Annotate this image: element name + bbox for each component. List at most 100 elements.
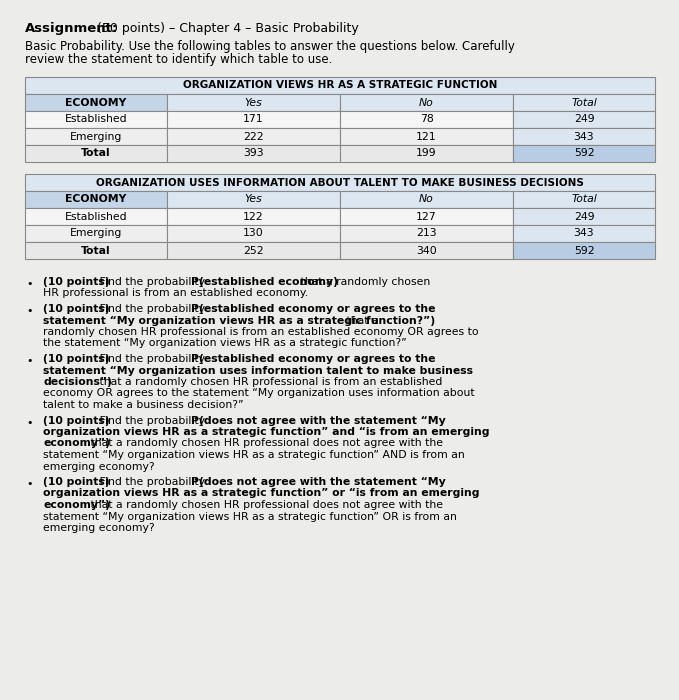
Text: 393: 393: [243, 148, 264, 158]
Text: 592: 592: [574, 246, 594, 256]
Text: P(established economy or agrees to the: P(established economy or agrees to the: [191, 354, 435, 364]
Text: 592: 592: [574, 148, 594, 158]
Bar: [340, 94, 513, 111]
Bar: [340, 111, 513, 128]
Bar: [25, 128, 167, 145]
Text: (10 points): (10 points): [43, 277, 109, 287]
Text: Established: Established: [65, 211, 127, 221]
Text: economy”): economy”): [43, 500, 110, 510]
Text: Find the probability: Find the probability: [96, 277, 208, 287]
Bar: [167, 225, 340, 242]
Text: review the statement to identify which table to use.: review the statement to identify which t…: [25, 53, 333, 66]
Text: 121: 121: [416, 132, 437, 141]
Text: No: No: [419, 195, 434, 204]
Text: Total: Total: [571, 195, 597, 204]
Text: statement “My organization uses information talent to make business: statement “My organization uses informat…: [43, 365, 473, 375]
Text: P(does not agree with the statement “My: P(does not agree with the statement “My: [191, 416, 445, 426]
Text: P(established economy): P(established economy): [191, 277, 337, 287]
Bar: [25, 225, 167, 242]
Text: Emerging: Emerging: [70, 228, 122, 239]
Bar: [167, 128, 340, 145]
Text: 252: 252: [243, 246, 264, 256]
Text: •: •: [26, 306, 33, 316]
Text: 78: 78: [420, 115, 433, 125]
Text: talent to make a business decision?”: talent to make a business decision?”: [43, 400, 244, 410]
Text: P(does not agree with the statement “My: P(does not agree with the statement “My: [191, 477, 445, 487]
Text: •: •: [26, 356, 33, 366]
Text: Yes: Yes: [244, 195, 262, 204]
Text: ORGANIZATION USES INFORMATION ABOUT TALENT TO MAKE BUSINESS DECISIONS: ORGANIZATION USES INFORMATION ABOUT TALE…: [96, 178, 584, 188]
Bar: [25, 208, 167, 225]
Bar: [513, 208, 655, 225]
Text: that a randomly chosen: that a randomly chosen: [297, 277, 430, 287]
Text: that a randomly chosen HR professional is from an established: that a randomly chosen HR professional i…: [96, 377, 443, 387]
Text: •: •: [26, 279, 33, 289]
Bar: [167, 111, 340, 128]
Text: that a randomly chosen HR professional does not agree with the: that a randomly chosen HR professional d…: [86, 438, 443, 449]
Bar: [513, 128, 655, 145]
Bar: [25, 94, 167, 111]
Text: 171: 171: [243, 115, 264, 125]
Text: Total: Total: [571, 97, 597, 108]
Text: 130: 130: [243, 228, 264, 239]
Text: Basic Probability. Use the following tables to answer the questions below. Caref: Basic Probability. Use the following tab…: [25, 40, 515, 53]
Bar: [340, 242, 513, 259]
Text: •: •: [26, 417, 33, 428]
Bar: [340, 128, 513, 145]
Text: Total: Total: [81, 246, 111, 256]
Text: ECONOMY: ECONOMY: [65, 195, 127, 204]
Text: 127: 127: [416, 211, 437, 221]
Text: HR professional is from an established economy.: HR professional is from an established e…: [43, 288, 308, 298]
Text: 343: 343: [574, 132, 594, 141]
Text: ECONOMY: ECONOMY: [65, 97, 127, 108]
Bar: [25, 111, 167, 128]
Text: 122: 122: [243, 211, 264, 221]
Text: 199: 199: [416, 148, 437, 158]
Text: (50 points) – Chapter 4 – Basic Probability: (50 points) – Chapter 4 – Basic Probabil…: [93, 22, 359, 35]
Text: the statement “My organization views HR as a strategic function?”: the statement “My organization views HR …: [43, 339, 407, 349]
Text: economy”): economy”): [43, 438, 110, 449]
Text: •: •: [26, 479, 33, 489]
Text: decisions”): decisions”): [43, 377, 112, 387]
Bar: [513, 94, 655, 111]
Text: Total: Total: [81, 148, 111, 158]
Text: statement “My organization views HR as a strategic function?”): statement “My organization views HR as a…: [43, 316, 435, 326]
Text: organization views HR as a strategic function” and “is from an emerging: organization views HR as a strategic fun…: [43, 427, 490, 437]
Text: Yes: Yes: [244, 97, 262, 108]
Text: 340: 340: [416, 246, 437, 256]
Text: Emerging: Emerging: [70, 132, 122, 141]
Bar: [340, 145, 513, 162]
Text: Find the probability: Find the probability: [96, 477, 208, 487]
Text: 249: 249: [574, 115, 594, 125]
Text: emerging economy?: emerging economy?: [43, 461, 155, 472]
Bar: [167, 145, 340, 162]
Bar: [513, 145, 655, 162]
Text: randomly chosen HR professional is from an established economy OR agrees to: randomly chosen HR professional is from …: [43, 327, 479, 337]
Bar: [25, 242, 167, 259]
Bar: [25, 174, 655, 191]
Text: statement “My organization views HR as a strategic function” OR is from an: statement “My organization views HR as a…: [43, 512, 457, 522]
Text: statement “My organization views HR as a strategic function” AND is from an: statement “My organization views HR as a…: [43, 450, 464, 460]
Bar: [513, 225, 655, 242]
Bar: [25, 77, 655, 94]
Bar: [513, 191, 655, 208]
Bar: [167, 94, 340, 111]
Text: 213: 213: [416, 228, 437, 239]
Text: 222: 222: [243, 132, 264, 141]
Text: that a randomly chosen HR professional does not agree with the: that a randomly chosen HR professional d…: [86, 500, 443, 510]
Bar: [340, 208, 513, 225]
Text: emerging economy?: emerging economy?: [43, 523, 155, 533]
Bar: [167, 242, 340, 259]
Bar: [340, 225, 513, 242]
Text: organization views HR as a strategic function” or “is from an emerging: organization views HR as a strategic fun…: [43, 489, 479, 498]
Text: 343: 343: [574, 228, 594, 239]
Text: (10 points): (10 points): [43, 354, 109, 364]
Text: that a: that a: [343, 316, 378, 326]
Bar: [167, 208, 340, 225]
Text: (10 points): (10 points): [43, 304, 109, 314]
Bar: [25, 191, 167, 208]
Text: ORGANIZATION VIEWS HR AS A STRATEGIC FUNCTION: ORGANIZATION VIEWS HR AS A STRATEGIC FUN…: [183, 80, 497, 90]
Bar: [513, 242, 655, 259]
Bar: [340, 191, 513, 208]
Text: 249: 249: [574, 211, 594, 221]
